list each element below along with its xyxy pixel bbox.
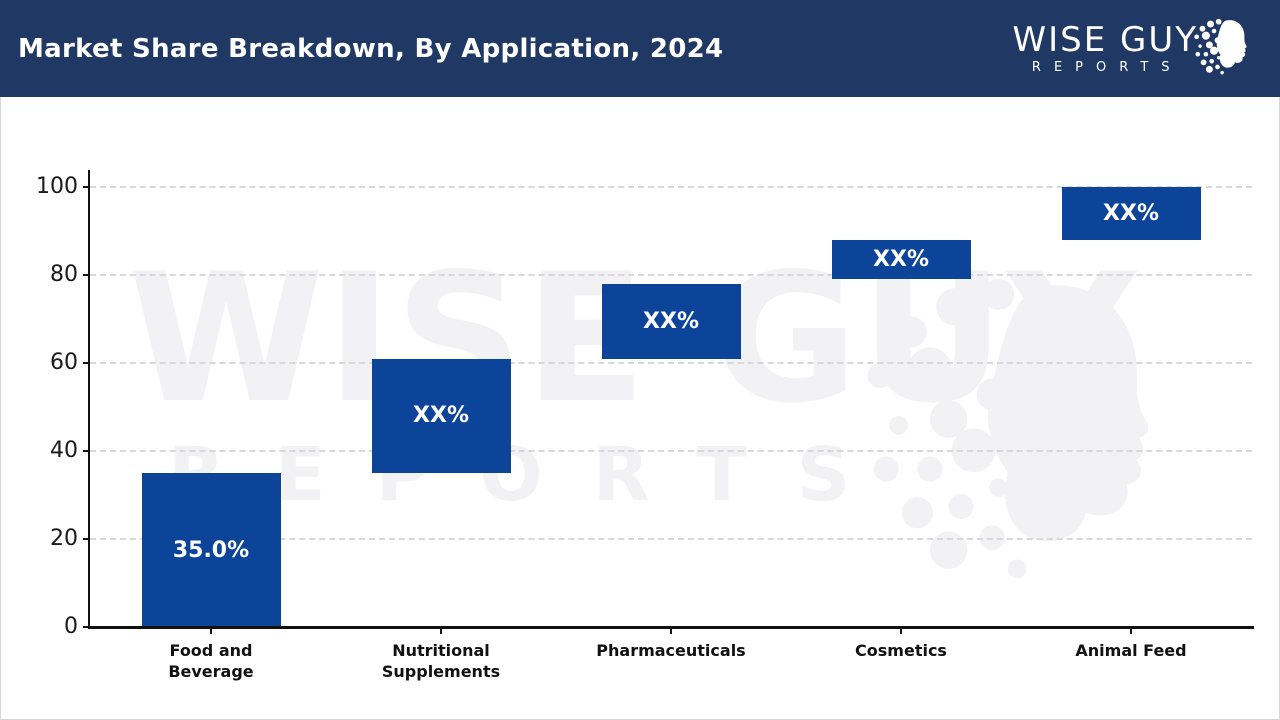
bar-nutritional-supplements: XX%: [371, 358, 511, 473]
bar-cosmetics: XX%: [831, 239, 971, 280]
x-axis-label-food-and-beverage: Food and Beverage: [168, 641, 254, 681]
y-tick-mark-60: [83, 362, 90, 364]
y-tick-mark-80: [83, 274, 90, 276]
y-tick-mark-40: [83, 450, 90, 452]
y-axis-line: [88, 170, 90, 628]
x-tick-mark-pharmaceuticals: [670, 627, 672, 634]
y-tick-mark-0: [83, 626, 90, 628]
x-axis-label-animal-feed: Animal Feed: [1075, 641, 1187, 660]
x-axis-label-cosmetics: Cosmetics: [855, 641, 947, 660]
gridline-40: [90, 450, 1252, 452]
x-tick-mark-cosmetics: [900, 627, 902, 634]
x-tick-mark-nutritional-supplements: [440, 627, 442, 634]
x-axis-line: [88, 626, 1254, 629]
bar-value-label-animal-feed: XX%: [1103, 200, 1159, 226]
y-tick-label-80: 80: [50, 262, 78, 287]
gridline-60: [90, 362, 1252, 364]
logo-wordmark: WISE GUY REPORTS: [1012, 23, 1198, 75]
bar-animal-feed: XX%: [1061, 187, 1201, 240]
x-tick-mark-food-and-beverage: [210, 627, 212, 634]
wiseguy-logo: WISE GUY REPORTS: [1012, 10, 1250, 88]
bar-value-label-food-and-beverage: 35.0%: [172, 537, 250, 563]
gridline-100: [90, 186, 1252, 188]
x-tick-mark-animal-feed: [1130, 627, 1132, 634]
bar-value-label-pharmaceuticals: XX%: [643, 308, 699, 334]
bar-pharmaceuticals: XX%: [601, 283, 741, 359]
bar-value-label-cosmetics: XX%: [873, 247, 929, 273]
header-bar: Market Share Breakdown, By Application, …: [0, 0, 1280, 97]
logo-wordmark-line1: WISE GUY: [1012, 19, 1198, 60]
y-tick-mark-20: [83, 538, 90, 540]
x-axis-label-nutritional-supplements: Nutritional Supplements: [381, 641, 501, 681]
gridline-80: [90, 274, 1252, 276]
wiseguy-face-icon: [1192, 10, 1250, 88]
bar-food-and-beverage: 35.0%: [141, 473, 281, 627]
y-tick-label-100: 100: [36, 174, 78, 199]
watermark-face-icon: [855, 255, 1167, 627]
gridline-20: [90, 538, 1252, 540]
y-tick-label-20: 20: [50, 526, 78, 551]
logo-wordmark-line2: REPORTS: [1031, 59, 1183, 75]
y-tick-label-60: 60: [50, 350, 78, 375]
bar-value-label-nutritional-supplements: XX%: [413, 403, 469, 429]
y-tick-label-0: 0: [64, 614, 78, 639]
y-tick-mark-100: [83, 186, 90, 188]
chart-title: Market Share Breakdown, By Application, …: [18, 33, 724, 64]
y-tick-label-40: 40: [50, 438, 78, 463]
x-axis-label-pharmaceuticals: Pharmaceuticals: [596, 641, 746, 660]
